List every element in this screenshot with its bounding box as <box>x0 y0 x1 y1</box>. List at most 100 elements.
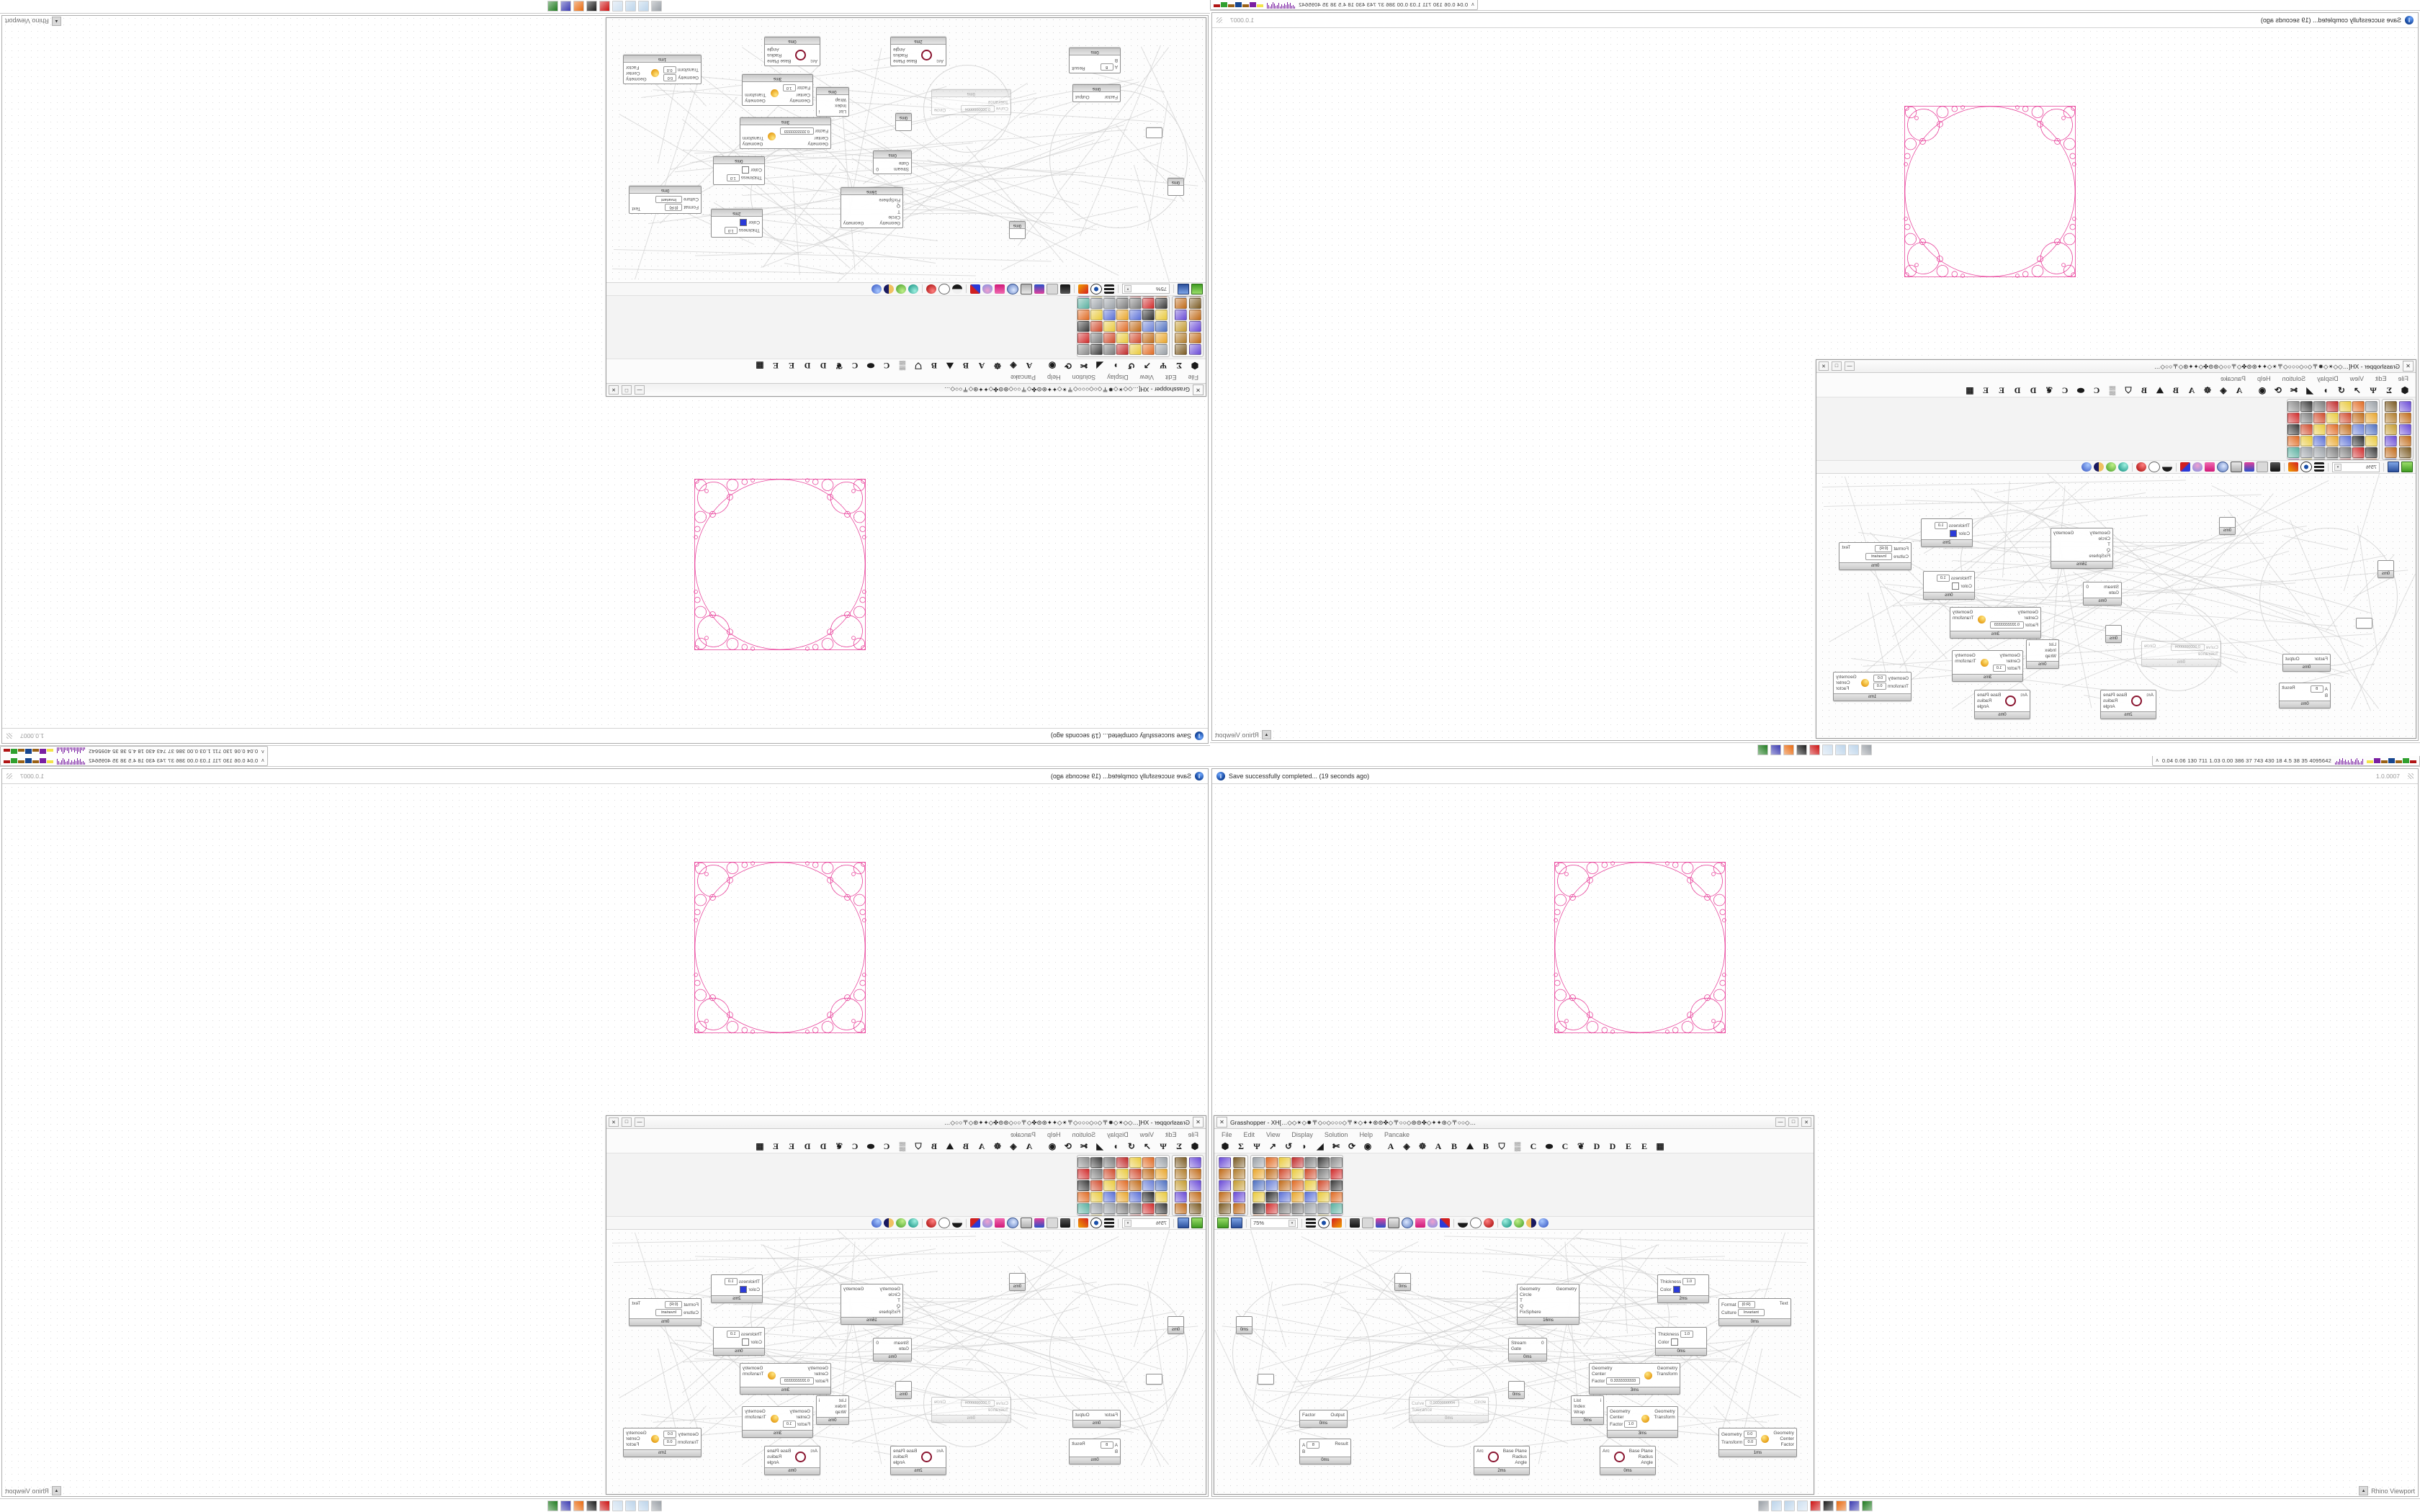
maximize-button[interactable]: □ <box>1832 361 1842 371</box>
grasshopper-canvas[interactable]: Thickness 1.0 Color 2ms Thickness 1.0 Color 0ms… <box>1214 1230 1814 1494</box>
zoom-extents-icon[interactable] <box>2314 462 2324 472</box>
launcher-calculator[interactable] <box>612 1500 624 1511</box>
menu-item-solution[interactable]: Solution <box>1072 374 1096 382</box>
component-icon-0-3[interactable] <box>2399 436 2411 446</box>
component-icon-0-9[interactable] <box>2385 436 2398 446</box>
menu-item-solution[interactable]: Solution <box>1072 1130 1096 1138</box>
component-icon-1-22[interactable] <box>1116 1203 1129 1214</box>
component-icon-1-31[interactable] <box>1090 333 1103 343</box>
gh-component[interactable]: Geometry Center Factor 0.3333333333 Geometry… <box>739 117 831 149</box>
component-input-value[interactable]: 8 <box>1100 63 1113 71</box>
render-icon[interactable] <box>1484 1218 1494 1228</box>
tab-a1-icon[interactable]: A <box>1021 1140 1037 1153</box>
tab-a1-icon[interactable]: A <box>1021 360 1037 372</box>
plugin-icon[interactable] <box>1350 1218 1360 1228</box>
lightbulb-icon[interactable] <box>982 1218 992 1228</box>
component-icon-1-14[interactable] <box>1129 321 1142 332</box>
tab-c1-icon[interactable]: C <box>2089 384 2105 397</box>
tab-intersect-icon[interactable]: ✄ <box>1076 1140 1092 1153</box>
tab-transform-icon[interactable]: ⟳ <box>1344 1140 1360 1153</box>
component-icon-1-15[interactable] <box>1129 1192 1142 1202</box>
gh-component[interactable]: Thickness 1.0 Color 2ms <box>710 1274 763 1303</box>
render-icon[interactable] <box>2136 462 2146 472</box>
component-icon-1-39[interactable] <box>1077 1192 1090 1202</box>
component-color-swatch[interactable] <box>742 1338 750 1346</box>
component-icon-1-5[interactable] <box>1155 296 1168 297</box>
component-icon-1-22[interactable] <box>1291 1203 1304 1214</box>
component-icon-1-11[interactable] <box>1265 1215 1278 1216</box>
component-input-value[interactable]: 0.3333333333 <box>780 127 814 135</box>
component-icon-1-20[interactable] <box>1291 1180 1304 1191</box>
tab-b5-icon[interactable]: ▒ <box>2105 384 2120 397</box>
unknown-box-icon[interactable] <box>995 1218 1005 1228</box>
component-icon-0-10[interactable] <box>1232 1203 1245 1214</box>
menu-item-file[interactable]: File <box>1188 1130 1198 1138</box>
grasshopper-ribbon-tabs[interactable]: ⬢ Σ Ψ ↗ ↺ ◗ ◢ ✄ ⟳ ◉ A ◈ ☸ A B ⛰ B ⛉ ▒ C ⬬ C ❦ D D E E ▦ <box>606 359 1206 372</box>
chevron-down-icon[interactable]: ▾ <box>2334 463 2341 471</box>
component-icon-0-9[interactable] <box>1175 310 1188 320</box>
gh-component[interactable]: Format {0:R} Culture Invariant Text 0ms <box>629 186 702 214</box>
gh-component[interactable]: Arc Base Plane Radius Angle 0ms <box>764 1446 820 1475</box>
component-input-value[interactable]: 0.0 <box>1744 1439 1757 1446</box>
material-blue-icon[interactable] <box>2081 462 2092 472</box>
component-icon-1-15[interactable] <box>1278 1192 1291 1202</box>
component-icon-0-4[interactable] <box>1189 298 1201 309</box>
component-icon-1-37[interactable] <box>1077 333 1090 343</box>
component-input-value[interactable]: Invariant <box>1865 553 1893 560</box>
component-icon-1-0[interactable] <box>1155 1157 1168 1168</box>
component-icon-1-1[interactable] <box>1155 1169 1168 1179</box>
close-button[interactable]: ✕ <box>1819 361 1829 371</box>
launcher-blender[interactable] <box>586 1 598 12</box>
grasshopper-ribbon-tabs[interactable]: ⬢ Σ Ψ ↗ ↺ ◗ ◢ ✄ ⟳ ◉ A ◈ ☸ A B ⛰ B ⛉ ▒ C ⬬ C ❦ D D E E ▦ <box>1816 384 2416 397</box>
component-icon-1-28[interactable] <box>1103 1203 1116 1214</box>
component-panel-profiles[interactable]: Profiles⬥ <box>1172 1155 1204 1216</box>
gh-component[interactable]: Thickness 1.0 Color 0ms <box>1922 571 1975 600</box>
menu-item-display[interactable]: Display <box>1291 1130 1313 1138</box>
tab-a4-icon[interactable]: A <box>974 1140 990 1153</box>
component-input-value[interactable]: {0:R} <box>1737 1301 1755 1308</box>
component-input-value[interactable]: 1.0 <box>782 84 796 91</box>
gh-component[interactable]: Curve 0.0000000004 Tolerance Circle 0ms <box>2141 641 2221 667</box>
launcher-firefox[interactable] <box>1783 744 1795 755</box>
tab-d1-icon[interactable]: D <box>1589 1140 1605 1153</box>
material-teal-icon[interactable] <box>2118 462 2128 472</box>
unknown-box-icon[interactable] <box>995 284 1005 294</box>
tab-a3-icon[interactable]: ☸ <box>1415 1140 1430 1153</box>
gh-component[interactable]: A 8 B Result 0ms <box>1069 48 1121 73</box>
tab-mesh-icon[interactable]: ◢ <box>1092 360 1108 372</box>
grasshopper-title-bar[interactable]: ✕ Grasshopper - XH[…◇◇✴◇✸〒◇○◇○○○◇〒✴◇✦✦⊛⊜… <box>606 383 1206 396</box>
tab-b4-icon[interactable]: ⛉ <box>910 1140 926 1153</box>
tab-d1-icon[interactable]: D <box>815 1140 831 1153</box>
component-icon-1-12[interactable] <box>2339 401 2352 412</box>
component-icon-1-18[interactable] <box>2326 401 2339 412</box>
launcher-calculator[interactable] <box>1796 1500 1808 1511</box>
search-icon[interactable] <box>1007 1218 1018 1228</box>
component-icon-0-0[interactable] <box>1189 344 1201 355</box>
tab-maths-icon[interactable]: Σ <box>1171 1140 1187 1153</box>
grasshopper-toolbar[interactable]: 75% ▾ <box>606 282 1206 296</box>
gh-component[interactable]: Thickness 1.0 Color 2ms <box>710 209 763 238</box>
component-input-value[interactable]: 1.0 <box>1992 665 2006 672</box>
menu-item-display[interactable]: Display <box>1107 1130 1129 1138</box>
component-icon-1-3[interactable] <box>2365 436 2378 446</box>
tab-b4-icon[interactable]: ⛉ <box>1494 1140 1510 1153</box>
grasshopper-component-panels[interactable]: Profiles⬥BullAnt⬥ <box>1214 1153 1814 1216</box>
tab-display-icon[interactable]: ◉ <box>1044 1140 1060 1153</box>
gh-component[interactable]: Thickness 1.0 Color 0ms <box>712 156 765 185</box>
component-icon-0-0[interactable] <box>1219 1157 1231 1168</box>
launcher-rhino[interactable] <box>599 1500 611 1511</box>
component-icon-1-7[interactable] <box>1142 1169 1155 1179</box>
chevron-down-icon[interactable]: ▾ <box>1289 1219 1296 1227</box>
open-folder-icon[interactable] <box>1217 1218 1229 1228</box>
launcher-blender[interactable] <box>586 1500 598 1511</box>
tab-maths-icon[interactable]: Σ <box>1233 1140 1249 1153</box>
menu-item-help[interactable]: Help <box>1359 1130 1373 1138</box>
shaded-icon[interactable] <box>1458 1218 1468 1228</box>
tab-c2-icon[interactable]: ⬬ <box>863 360 879 372</box>
preview-eye-icon[interactable] <box>2300 462 2312 472</box>
tab-transform-icon[interactable]: ⟳ <box>2270 384 2286 397</box>
tab-display-icon[interactable]: ◉ <box>1044 360 1060 372</box>
grasshopper-window[interactable]: ✕ Grasshopper - XH[…◇◇✴◇✸〒◇○◇○○○◇〒✴◇✦✦⊛⊜… <box>1214 1115 1814 1495</box>
tab-c2-icon[interactable]: ⬬ <box>863 1140 879 1153</box>
tab-surface-icon[interactable]: ◗ <box>1108 360 1124 372</box>
